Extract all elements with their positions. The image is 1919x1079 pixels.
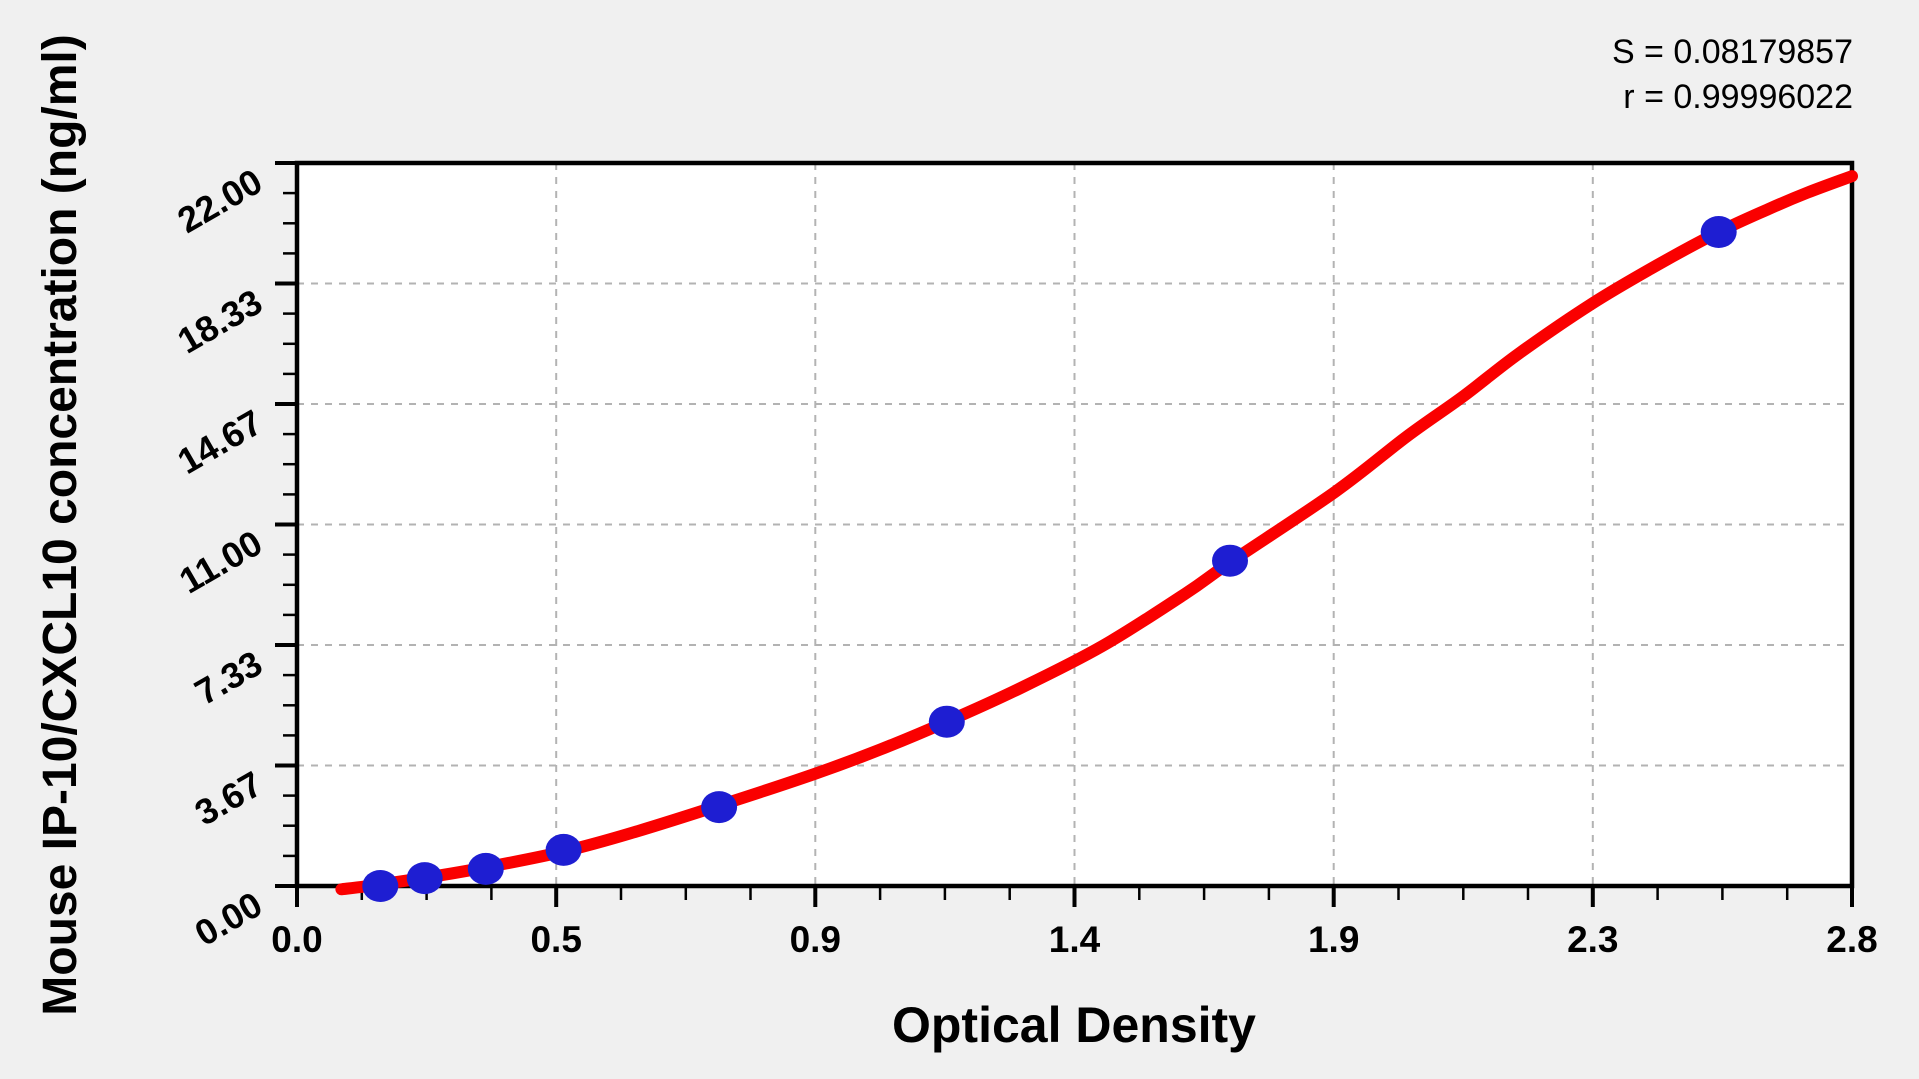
x-tick-label: 0.0: [271, 919, 322, 960]
r-value-label: r = 0.99996022: [1623, 78, 1853, 116]
y-tick-label: 11.00: [172, 522, 269, 602]
data-point-marker: [1700, 216, 1737, 248]
y-tick-label: 3.67: [188, 763, 269, 834]
y-axis-title: Mouse IP-10/CXCL10 concentration (ng/ml): [34, 34, 87, 1016]
y-tick-label: 7.33: [188, 642, 269, 713]
data-point-marker: [545, 833, 582, 866]
data-point-marker: [701, 791, 738, 824]
plot-frame: [294, 160, 1855, 889]
data-point-marker: [467, 852, 504, 885]
x-tick-label: 1.9: [1308, 919, 1359, 960]
data-point-marker: [362, 870, 399, 902]
x-axis-title: Optical Density: [892, 997, 1256, 1053]
x-tick-label: 2.8: [1826, 919, 1877, 960]
x-tick-label: 1.4: [1049, 919, 1101, 960]
y-tick-label: 0.00: [188, 883, 269, 954]
y-tick-label: 18.33: [170, 281, 269, 362]
y-tick-label: 14.67: [170, 401, 269, 482]
s-value-label: S = 0.08179857: [1611, 33, 1853, 71]
x-tick-label: 2.3: [1567, 919, 1618, 960]
fit-statistics: S = 0.08179857 r = 0.99996022: [1612, 30, 1853, 120]
data-point-marker: [1212, 544, 1248, 577]
x-tick-label: 0.9: [790, 919, 841, 960]
y-tick-label: 22.00: [170, 160, 269, 241]
data-point-marker: [928, 705, 965, 738]
data-point-marker: [406, 862, 443, 895]
x-tick-label: 0.5: [530, 919, 581, 960]
